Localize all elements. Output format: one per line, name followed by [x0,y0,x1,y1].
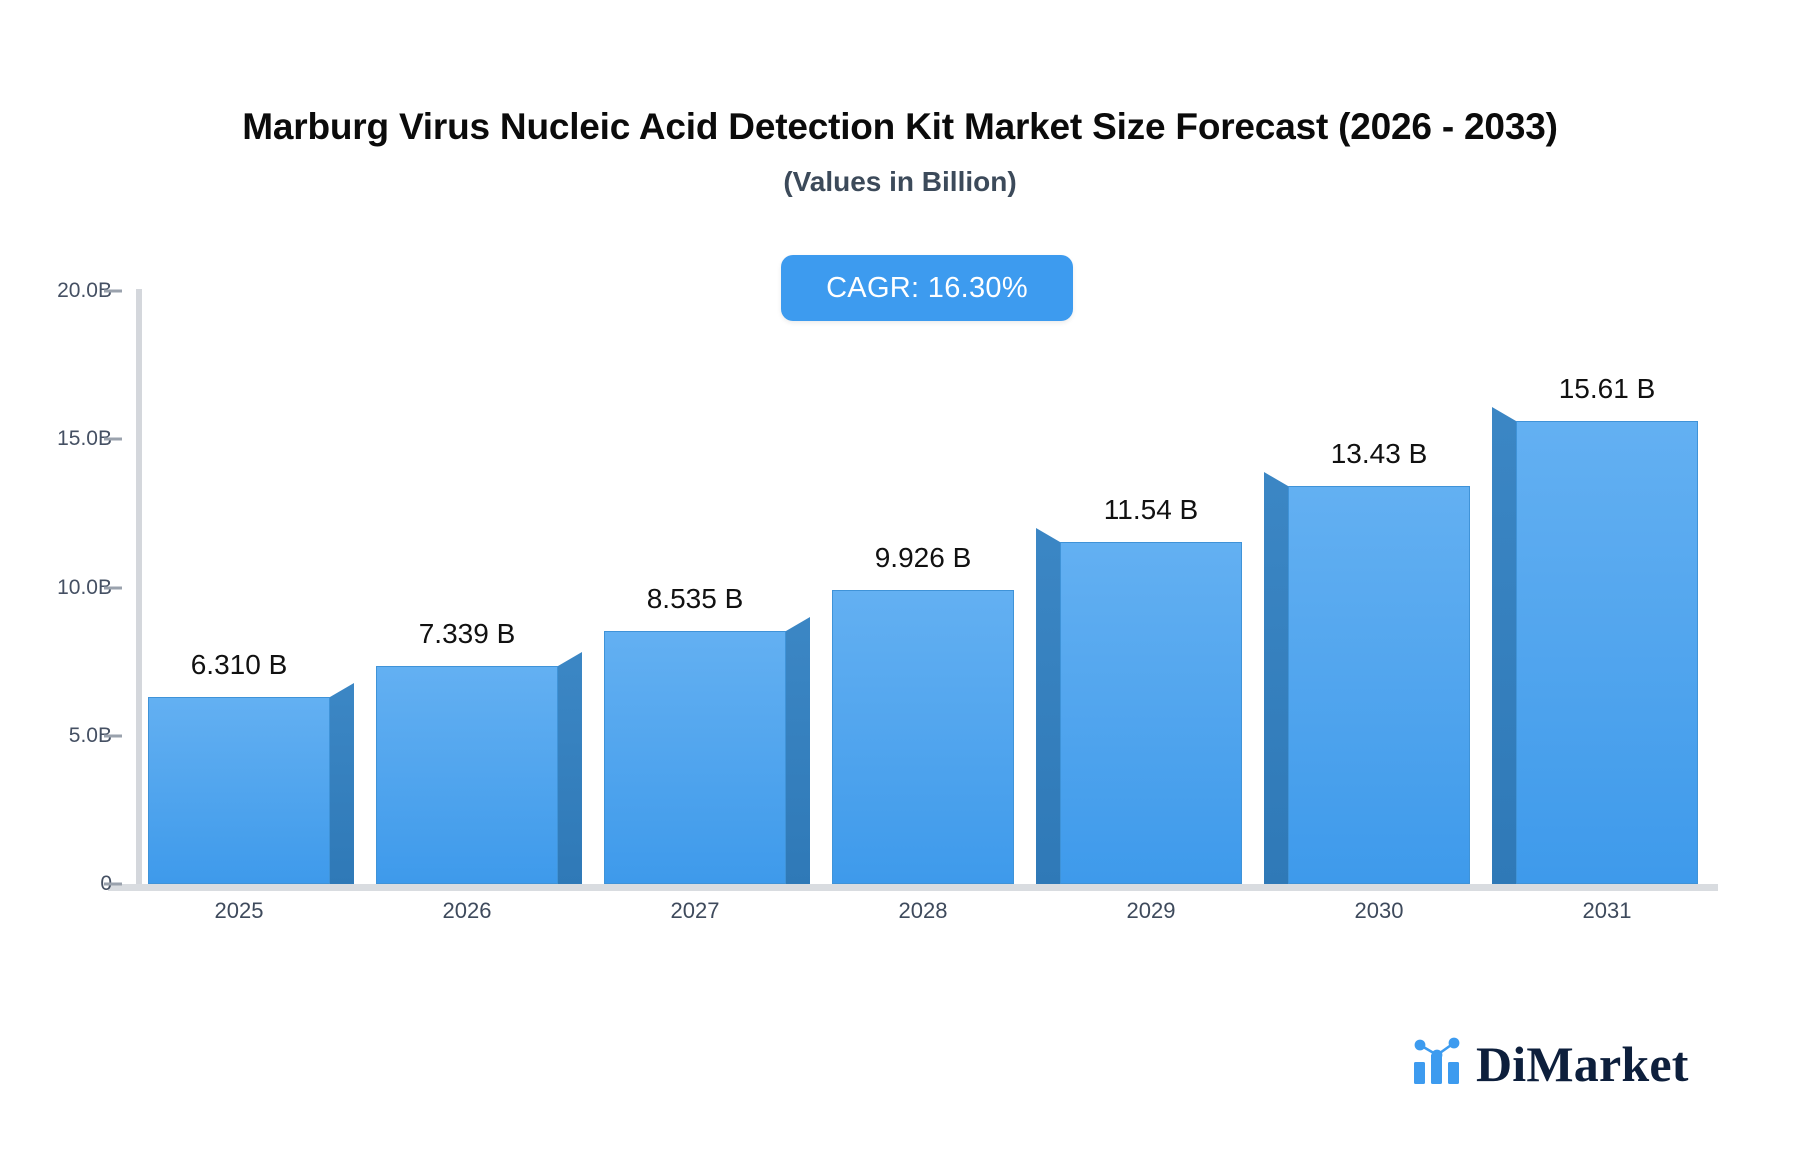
bar-side-face [330,682,354,884]
y-axis-line [136,289,142,887]
bar[interactable]: 15.61 B [1492,373,1698,884]
y-axis-tick-label: 5.0B [68,723,112,747]
bar-side-face [786,616,810,884]
bar[interactable]: 7.339 B [376,618,582,884]
x-axis-label: 2029 [1126,898,1176,923]
bar[interactable]: 9.926 B [832,542,1014,884]
bar-face [148,696,330,884]
y-axis-tick-mark [104,437,122,441]
y-axis-tick-mark [104,882,122,886]
bar[interactable]: 11.54 B [1036,494,1242,884]
y-axis-tick-label: 15.0B [57,427,112,451]
y-axis-tick-mark [104,289,122,293]
bar-face [832,589,1014,884]
bar-side-face [1264,471,1288,884]
bar-chart-icon [1412,1036,1464,1091]
bar-face [376,666,558,884]
bar-side-face [1492,407,1516,884]
cagr-badge: CAGR: 16.30% [781,255,1073,321]
x-axis-label: 2030 [1354,898,1404,923]
x-axis-baseline [108,884,1718,891]
bar[interactable]: 6.310 B [148,649,354,884]
bar-value-label: 15.61 B [1558,373,1656,405]
y-axis-tick-mark [104,586,122,589]
chart-title: Marburg Virus Nucleic Acid Detection Kit… [242,106,1558,147]
bar-value-label: 7.339 B [418,618,516,650]
bar-value-label: 9.926 B [874,541,972,573]
chart-subtitle: (Values in Billion) [783,166,1017,197]
bar-face [604,630,786,884]
logo-wordmark: DiMarket [1476,1035,1689,1092]
bar-value-label: 13.43 B [1330,437,1428,469]
x-axis-label: 2028 [898,898,948,923]
bar-value-label: 8.535 B [646,582,744,614]
y-axis-tick-mark [104,734,122,738]
bar-side-face [558,652,582,884]
bar-face [1060,541,1242,884]
x-axis-label: 2031 [1582,898,1632,923]
bar-face [1516,421,1698,884]
y-axis-tick-label: 20.0B [57,279,112,302]
x-axis-label: 2026 [442,898,492,923]
bar-value-label: 11.54 B [1103,493,1199,525]
cagr-badge-label: CAGR: 16.30% [826,271,1028,304]
bar[interactable]: 13.43 B [1264,438,1470,884]
bar-value-label: 6.310 B [190,648,288,680]
bar-side-face [1036,527,1060,884]
bar-face [1288,485,1470,884]
y-axis-tick-label: 10.0B [57,575,112,599]
x-axis-label: 2025 [214,898,264,923]
dimarket-logo: DiMarket [1412,1036,1689,1091]
x-axis-label: 2027 [670,898,720,923]
bar[interactable]: 8.535 B [604,583,810,884]
